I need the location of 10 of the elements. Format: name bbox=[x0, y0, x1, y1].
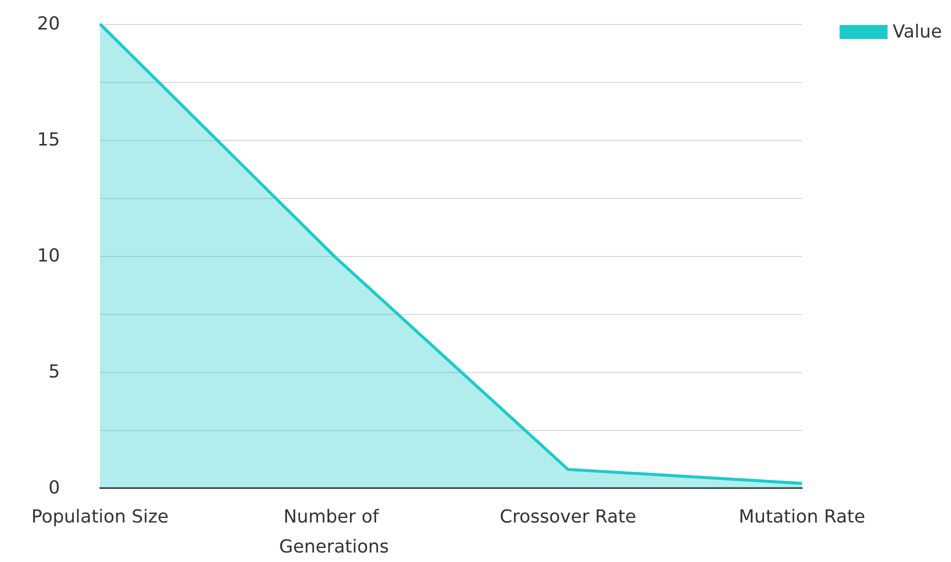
y-tick-label: 15 bbox=[37, 130, 60, 150]
x-tick-label: Crossover Rate bbox=[500, 506, 636, 528]
y-tick-label: 5 bbox=[48, 362, 60, 382]
x-tick-label: Number of Generations bbox=[279, 506, 389, 558]
x-tick-label: Population Size bbox=[31, 506, 169, 528]
x-tick-label: Mutation Rate bbox=[738, 506, 866, 528]
y-tick-label: 10 bbox=[37, 246, 60, 266]
legend-label: Value bbox=[892, 22, 942, 42]
y-tick-label: 0 bbox=[48, 478, 60, 498]
y-tick-label: 20 bbox=[37, 14, 60, 34]
